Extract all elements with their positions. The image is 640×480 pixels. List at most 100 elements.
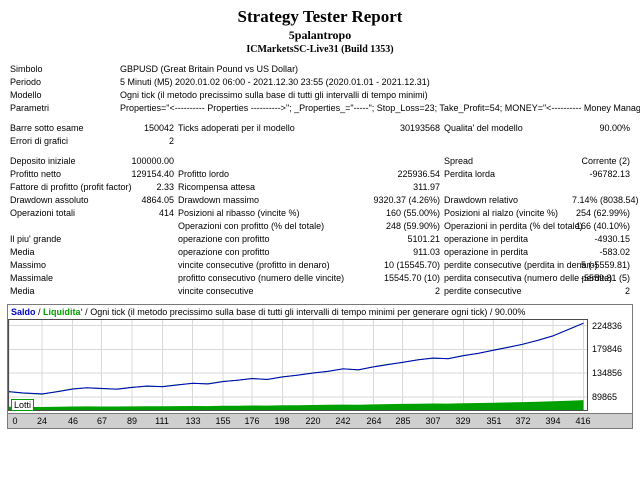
legend-separator: /: [82, 307, 91, 317]
abs-drawdown-label: Drawdown assoluto: [10, 195, 89, 205]
model-value: Ogni tick (il metodo precissimo sulla ba…: [120, 90, 428, 100]
legend-separator: /: [487, 307, 495, 317]
maximal-profit-label: profitto consecutivo (numero delle vinci…: [178, 273, 345, 283]
x-axis-label: 372: [515, 416, 531, 426]
row-profit-factor: Fattore di profitto (profit factor) 2.33…: [8, 181, 632, 194]
profit-trades-label: Operazioni con profitto (% del totale): [178, 221, 325, 231]
row-maximal: Massimale profitto consecutivo (numero d…: [8, 272, 632, 285]
chart-quality: 90.00%: [494, 307, 526, 317]
avg-consecutive-losses-value: 2: [625, 286, 631, 296]
chart-legend: Saldo / Liquidita' / Ogni tick (il metod…: [8, 305, 632, 319]
deposit-label: Deposito iniziale: [10, 156, 76, 166]
profit-factor-label: Fattore di profitto (profit factor): [10, 182, 132, 192]
avg-consecutive-label: Media: [10, 286, 35, 296]
maximal-loss-label: perdita consecutiva (numero delle perdit…: [444, 273, 613, 283]
bars-label: Barre sotto esame: [10, 123, 84, 133]
net-profit-value: 129154.40: [131, 169, 174, 179]
maximal-profit-value: 15545.70 (10): [383, 273, 440, 283]
row-avg-consecutive: Media vincite consecutive 2 perdite cons…: [8, 285, 632, 298]
average-loss-label: operazione in perdita: [444, 247, 529, 257]
row-profit-trades: Operazioni con profitto (% del totale) 2…: [8, 220, 632, 233]
x-axis-label: 329: [455, 416, 471, 426]
y-axis-labels: 224836 179846 134856 89865: [588, 319, 630, 413]
quality-value: 90.00%: [599, 123, 631, 133]
max-consecutive-losses-label: perdite consecutive (perdita in denaro): [444, 260, 598, 270]
deposit-value: 100000.00: [131, 156, 174, 166]
period-value: 5 Minuti (M5) 2020.01.02 06:00 - 2021.12…: [120, 77, 430, 87]
quality-label: Qualita' del modello: [444, 123, 523, 133]
total-trades-label: Operazioni totali: [10, 208, 76, 218]
avg-consecutive-wins-label: vincite consecutive: [178, 286, 254, 296]
x-axis-label: 176: [244, 416, 260, 426]
bars-value: 150042: [143, 123, 174, 133]
spread-label: Spread: [444, 156, 474, 166]
total-trades-value: 414: [158, 208, 174, 218]
average-profit-value: 911.03: [413, 247, 440, 257]
row-symbol: Simbolo GBPUSD (Great Britain Pound vs U…: [8, 63, 632, 76]
row-total-trades: Operazioni totali 414 Posizioni al ribas…: [8, 207, 632, 220]
largest-profit-value: 5101.21: [407, 234, 440, 244]
x-axis-label: 0: [12, 416, 18, 426]
avg-consecutive-losses-label: perdite consecutive: [444, 286, 522, 296]
report-table: Simbolo GBPUSD (Great Britain Pound vs U…: [8, 63, 640, 298]
parameters-label: Parametri: [10, 103, 50, 113]
net-profit-label: Profitto netto: [10, 169, 62, 179]
page-title: Strategy Tester Report: [237, 7, 403, 26]
row-largest: Il piu' grande operazione con profitto 5…: [8, 233, 632, 246]
server-build: ICMarketsSC-Live31 (Build 1353): [246, 44, 394, 55]
max-consecutive-label: Massimo: [10, 260, 47, 270]
y-axis-label: 179846: [592, 344, 623, 354]
largest-profit-label: operazione con profitto: [178, 234, 270, 244]
x-axis-label: 394: [545, 416, 561, 426]
loss-trades-label: Operazioni in perdita (% del totale): [444, 221, 583, 231]
parameters-value: Properties="<---------- Properties -----…: [120, 103, 640, 113]
row-average: Media operazione con profitto 911.03 ope…: [8, 246, 632, 259]
largest-label: Il piu' grande: [10, 234, 62, 244]
gross-profit-label: Profitto lordo: [178, 169, 230, 179]
short-positions-label: Posizioni al ribasso (vincite %): [178, 208, 300, 218]
legend-saldo: Saldo: [11, 307, 36, 317]
x-axis-label: 285: [395, 416, 411, 426]
x-axis-strip: 0 24 46 67 89 111 133 155 176 198 220 242 264 285 307 3…: [8, 413, 632, 428]
average-loss-value: -583.02: [599, 247, 631, 257]
max-drawdown-label: Drawdown massimo: [178, 195, 260, 205]
balance-chart: Saldo / Liquidita' / Ogni tick (il metod…: [7, 304, 633, 429]
x-axis-label: 155: [215, 416, 231, 426]
x-axis-label: 24: [36, 416, 48, 426]
model-label: Modello: [10, 90, 42, 100]
row-bars: Barre sotto esame 150042 Ticks adoperati…: [8, 122, 632, 135]
expected-payoff-label: Ricompensa attesa: [178, 182, 256, 192]
chart-errors-label: Errori di grafici: [10, 136, 69, 146]
row-parameters: Parametri Properties="<---------- Proper…: [8, 102, 640, 115]
maximal-label: Massimale: [10, 273, 54, 283]
max-consecutive-losses-value: 5 (-5559.81): [581, 260, 631, 270]
symbol-label: Simbolo: [10, 64, 43, 74]
row-model: Modello Ogni tick (il metodo precissimo …: [8, 89, 632, 102]
x-axis-label: 67: [96, 416, 108, 426]
rel-drawdown-value: 7.14% (8038.54): [572, 195, 639, 205]
max-consecutive-wins-label: vincite consecutive (profitto in denaro): [178, 260, 330, 270]
chart-model-text: Ogni tick (il metodo precissimo sulla ba…: [90, 307, 488, 317]
row-net-profit: Profitto netto 129154.40 Profitto lordo …: [8, 168, 632, 181]
symbol-value: GBPUSD (Great Britain Pound vs US Dollar…: [120, 64, 299, 74]
long-positions-label: Posizioni al rialzo (vincite %): [444, 208, 559, 218]
largest-loss-label: operazione in perdita: [444, 234, 529, 244]
chart-body: 224836 179846 134856 89865 Lotti: [8, 319, 632, 413]
chart-errors-value: 2: [168, 136, 174, 146]
x-axis-label: 416: [575, 416, 591, 426]
y-axis-label: 134856: [592, 368, 623, 378]
period-label: Periodo: [10, 77, 42, 87]
gross-profit-value: 225936.54: [397, 169, 440, 179]
report-header: Strategy Tester Report 5palantropo ICMar…: [0, 0, 640, 55]
x-axis-label: 111: [155, 416, 169, 426]
long-positions-value: 254 (62.99%): [575, 208, 631, 218]
avg-consecutive-wins-value: 2: [434, 286, 440, 296]
average-profit-label: operazione con profitto: [178, 247, 270, 257]
x-axis-label: 264: [366, 416, 382, 426]
legend-separator: /: [35, 307, 44, 317]
x-axis-label: 220: [305, 416, 321, 426]
row-period: Periodo 5 Minuti (M5) 2020.01.02 06:00 -…: [8, 76, 632, 89]
row-max-consecutive: Massimo vincite consecutive (profitto in…: [8, 259, 632, 272]
rel-drawdown-label: Drawdown relativo: [444, 195, 519, 205]
